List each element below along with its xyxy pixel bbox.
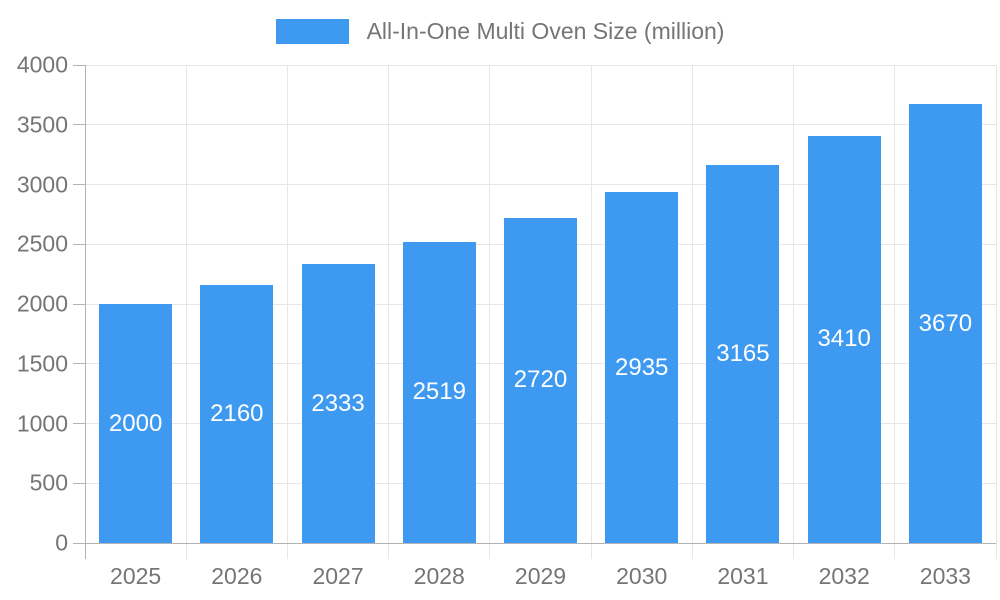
x-tick-label: 2031 xyxy=(717,563,769,589)
x-tick-mark xyxy=(388,543,390,559)
x-tick-mark xyxy=(185,543,187,559)
bar-value-label: 2333 xyxy=(311,389,365,417)
x-tick-mark xyxy=(84,543,86,559)
y-tick-mark xyxy=(73,184,85,185)
y-tick-mark xyxy=(73,64,85,66)
x-gridline xyxy=(388,65,390,543)
bar-value-label: 2935 xyxy=(615,353,669,381)
y-tick-label: 1500 xyxy=(16,350,68,377)
legend-swatch xyxy=(275,19,349,44)
x-axis-line xyxy=(85,542,996,544)
bar-2025[interactable]: 2000 xyxy=(99,304,173,543)
legend-label: All-In-One Multi Oven Size (million) xyxy=(366,18,725,44)
x-tick-mark xyxy=(286,543,288,559)
bar-2027[interactable]: 2333 xyxy=(301,264,375,543)
y-tick-mark xyxy=(73,243,85,245)
bar-2032[interactable]: 3410 xyxy=(807,135,881,543)
y-gridline xyxy=(85,184,996,185)
x-tick-label: 2033 xyxy=(919,563,971,589)
y-tick-label: 4000 xyxy=(16,51,68,78)
y-gridline xyxy=(85,64,996,66)
y-tick-label: 3500 xyxy=(16,111,68,138)
x-tick-mark xyxy=(793,543,795,559)
legend[interactable]: All-In-One Multi Oven Size (million) xyxy=(0,18,1000,45)
x-tick-label: 2027 xyxy=(312,563,364,589)
x-tick-mark xyxy=(691,543,693,559)
bar-value-label: 2519 xyxy=(412,378,466,406)
x-tick-mark xyxy=(489,543,491,559)
x-gridline xyxy=(590,65,592,543)
x-gridline xyxy=(84,65,86,543)
y-gridline xyxy=(85,124,996,126)
x-gridline xyxy=(793,65,795,543)
y-tick-mark xyxy=(73,423,85,424)
x-tick-label: 2032 xyxy=(818,563,870,589)
x-gridline xyxy=(489,65,491,543)
bar-2033[interactable]: 3670 xyxy=(908,104,982,543)
x-gridline xyxy=(286,65,288,543)
bar-value-label: 2720 xyxy=(513,366,568,394)
y-tick-mark xyxy=(73,482,85,484)
x-tick-mark xyxy=(590,543,592,559)
x-gridline xyxy=(691,65,693,543)
y-tick-label: 3000 xyxy=(16,171,68,197)
x-tick-label: 2030 xyxy=(616,563,668,589)
bar-2029[interactable]: 2720 xyxy=(504,217,577,543)
x-gridline xyxy=(894,65,896,543)
bar-value-label: 2000 xyxy=(108,409,163,437)
x-tick-label: 2029 xyxy=(514,563,567,589)
bar-value-label: 3670 xyxy=(918,309,973,337)
bar-2030[interactable]: 2935 xyxy=(605,192,679,543)
bar-value-label: 3410 xyxy=(817,325,871,353)
y-tick-label: 2000 xyxy=(16,290,68,317)
x-tick-mark xyxy=(995,543,997,559)
bar-value-label: 2160 xyxy=(210,399,264,427)
y-tick-label: 2500 xyxy=(16,230,68,257)
x-tick-label: 2025 xyxy=(110,563,162,589)
bar-2031[interactable]: 3165 xyxy=(706,164,780,543)
x-gridline xyxy=(185,65,187,543)
y-tick-mark xyxy=(73,124,85,126)
y-tick-label: 0 xyxy=(55,529,68,556)
x-tick-label: 2026 xyxy=(211,563,263,589)
y-tick-mark xyxy=(73,303,85,305)
y-tick-label: 500 xyxy=(29,469,68,496)
x-tick-mark xyxy=(894,543,896,559)
bar-2026[interactable]: 2160 xyxy=(200,284,274,543)
y-tick-label: 1000 xyxy=(16,410,68,436)
y-tick-mark xyxy=(73,542,85,544)
x-gridline xyxy=(995,65,997,543)
y-tick-mark xyxy=(73,363,85,365)
x-tick-label: 2028 xyxy=(413,563,465,589)
bar-2028[interactable]: 2519 xyxy=(402,241,476,543)
bar-value-label: 3165 xyxy=(716,339,770,367)
